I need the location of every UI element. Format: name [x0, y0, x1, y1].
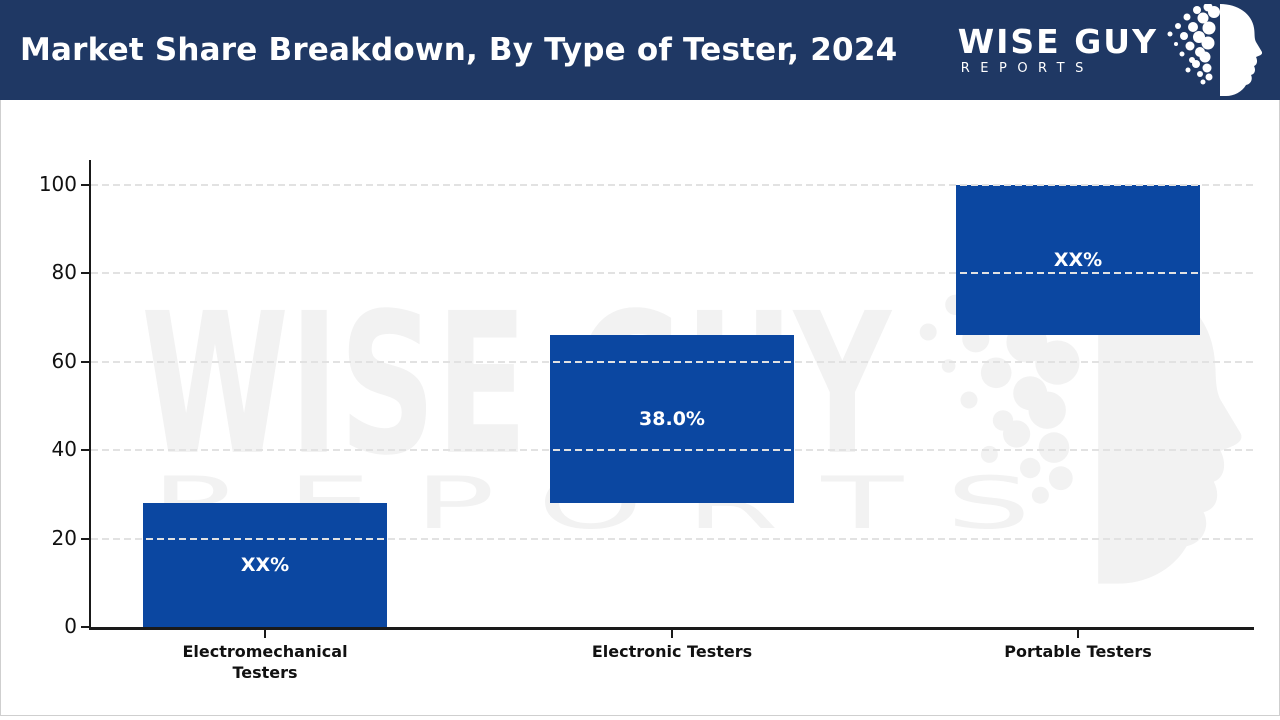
- bar-value-label: 38.0%: [639, 408, 705, 430]
- category-label: Electromechanical Testers: [182, 642, 348, 682]
- y-tick-label: 20: [51, 525, 77, 550]
- category-label: Portable Testers: [1004, 642, 1152, 661]
- y-tick-label: 0: [64, 614, 77, 638]
- chart-panel: WISE GUY R E P O R T S: [0, 100, 1280, 716]
- y-tick-label: 80: [51, 260, 77, 284]
- wiseguy-logo: WISE GUY REPORTS: [958, 4, 1262, 96]
- y-tick: [81, 537, 89, 540]
- y-tick: [81, 272, 89, 274]
- y-tick: [81, 626, 89, 628]
- gridline: [91, 537, 1254, 540]
- x-tick: [671, 630, 673, 638]
- bar-segment: XX%: [956, 184, 1200, 335]
- gridline: [91, 272, 1254, 274]
- y-tick-label: 100: [38, 171, 77, 196]
- y-tick-label: 60: [51, 348, 77, 373]
- y-tick: [81, 183, 89, 186]
- gridline: [91, 183, 1254, 186]
- y-tick-label: 40: [51, 437, 77, 461]
- logo-wordmark: WISE GUY: [957, 22, 1158, 61]
- y-tick: [81, 360, 89, 363]
- x-tick: [1077, 630, 1079, 638]
- y-axis-line: [89, 160, 91, 629]
- bar-value-label: XX%: [1053, 248, 1103, 271]
- y-tick: [81, 449, 89, 451]
- x-tick: [264, 630, 266, 638]
- bar-segment: XX%: [143, 503, 387, 627]
- gridline: [91, 449, 1254, 451]
- logo-subtitle: REPORTS: [960, 61, 1094, 76]
- page-title: Market Share Breakdown, By Type of Teste…: [20, 32, 898, 68]
- logo-face-icon: [1167, 4, 1262, 96]
- category-label: Electronic Testers: [591, 642, 753, 661]
- x-axis-line: [89, 627, 1254, 630]
- gridline: [91, 360, 1254, 363]
- logo-text: WISE GUY REPORTS: [958, 25, 1158, 75]
- header-bar: Market Share Breakdown, By Type of Teste…: [0, 0, 1280, 100]
- bar-value-label: XX%: [240, 554, 290, 577]
- bar-segment: 38.0%: [550, 334, 794, 504]
